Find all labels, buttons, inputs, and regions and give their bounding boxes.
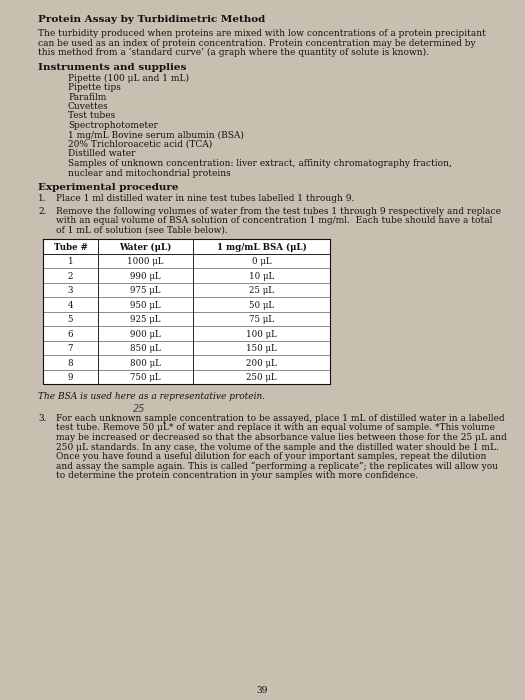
Text: 800 μL: 800 μL [130,358,161,368]
Text: 200 μL: 200 μL [246,358,277,368]
Text: 950 μL: 950 μL [130,301,161,309]
Text: The turbidity produced when proteins are mixed with low concentrations of a prot: The turbidity produced when proteins are… [38,29,486,38]
Text: 900 μL: 900 μL [130,330,161,339]
Text: Cuvettes: Cuvettes [68,102,109,111]
Text: 975 μL: 975 μL [130,286,161,295]
Text: 7: 7 [68,344,74,354]
Text: 8: 8 [68,358,74,368]
Text: Parafilm: Parafilm [68,92,107,102]
Text: Pipette (100 μL and 1 mL): Pipette (100 μL and 1 mL) [68,74,189,83]
Text: with an equal volume of BSA solution of concentration 1 mg/ml.  Each tube should: with an equal volume of BSA solution of … [56,216,492,225]
Text: 250 μL: 250 μL [246,373,277,382]
Text: 50 μL: 50 μL [249,301,274,309]
Text: 990 μL: 990 μL [130,272,161,281]
Text: may be increased or decreased so that the absorbance value lies between those fo: may be increased or decreased so that th… [56,433,507,442]
Text: 1000 μL: 1000 μL [127,258,164,266]
Text: 3.: 3. [38,414,47,423]
Text: Tube #: Tube # [54,243,88,252]
Text: 1: 1 [68,258,74,266]
Text: Protein Assay by Turbidimetric Method: Protein Assay by Turbidimetric Method [38,15,265,24]
Text: Samples of unknown concentration: liver extract, affinity chromatography fractio: Samples of unknown concentration: liver … [68,159,452,168]
Text: 850 μL: 850 μL [130,344,161,354]
Text: to determine the protein concentration in your samples with more confidence.: to determine the protein concentration i… [56,471,418,480]
Text: Place 1 ml distilled water in nine test tubes labelled 1 through 9.: Place 1 ml distilled water in nine test … [56,194,354,203]
Text: 3: 3 [68,286,73,295]
Text: Instruments and supplies: Instruments and supplies [38,62,186,71]
Text: 1 mg/mL Bovine serum albumin (BSA): 1 mg/mL Bovine serum albumin (BSA) [68,130,244,139]
Text: Distilled water: Distilled water [68,150,135,158]
Text: Water (μL): Water (μL) [119,243,172,252]
Text: this method from a ‘standard curve’ (a graph where the quantity of solute is kno: this method from a ‘standard curve’ (a g… [38,48,429,57]
Text: and assay the sample again. This is called “performing a replicate”; the replica: and assay the sample again. This is call… [56,461,498,471]
Text: nuclear and mitochondrial proteins: nuclear and mitochondrial proteins [68,169,231,178]
Text: test tube. Remove 50 μL* of water and replace it with an equal volume of sample.: test tube. Remove 50 μL* of water and re… [56,424,495,433]
Text: 250 μL standards. In any case, the volume of the sample and the distilled water : 250 μL standards. In any case, the volum… [56,442,499,452]
Text: 9: 9 [68,373,74,382]
Text: 1.: 1. [38,194,47,203]
Text: 10 μL: 10 μL [249,272,274,281]
Text: 750 μL: 750 μL [130,373,161,382]
Text: 925 μL: 925 μL [130,315,161,324]
Text: Test tubes: Test tubes [68,111,116,120]
Text: The BSA is used here as a representative protein.: The BSA is used here as a representative… [38,392,265,401]
Text: Experimental procedure: Experimental procedure [38,183,178,192]
Text: 4: 4 [68,301,74,309]
Text: 2.: 2. [38,206,47,216]
Text: can be used as an index of protein concentration. Protein concentration may be d: can be used as an index of protein conce… [38,38,476,48]
Text: of 1 mL of solution (see Table below).: of 1 mL of solution (see Table below). [56,225,228,234]
Text: Once you have found a useful dilution for each of your important samples, repeat: Once you have found a useful dilution fo… [56,452,486,461]
Text: 5: 5 [68,315,74,324]
Text: 0 μL: 0 μL [251,258,271,266]
Text: 20% Trichloroacetic acid (TCA): 20% Trichloroacetic acid (TCA) [68,140,212,149]
Text: 25: 25 [133,403,145,414]
Bar [43,239,330,384]
Text: 39: 39 [256,686,268,695]
Text: 75 μL: 75 μL [249,315,274,324]
Text: 25 μL: 25 μL [249,286,274,295]
Text: For each unknown sample concentration to be assayed, place 1 mL of distilled wat: For each unknown sample concentration to… [56,414,505,423]
Text: 100 μL: 100 μL [246,330,277,339]
Text: 6: 6 [68,330,74,339]
Text: 150 μL: 150 μL [246,344,277,354]
Text: Remove the following volumes of water from the test tubes 1 through 9 respective: Remove the following volumes of water fr… [56,206,501,216]
Text: Pipette tips: Pipette tips [68,83,121,92]
Text: Spectrophotometer: Spectrophotometer [68,121,158,130]
Text: 2: 2 [68,272,74,281]
Text: 1 mg/mL BSA (μL): 1 mg/mL BSA (μL) [216,243,307,252]
